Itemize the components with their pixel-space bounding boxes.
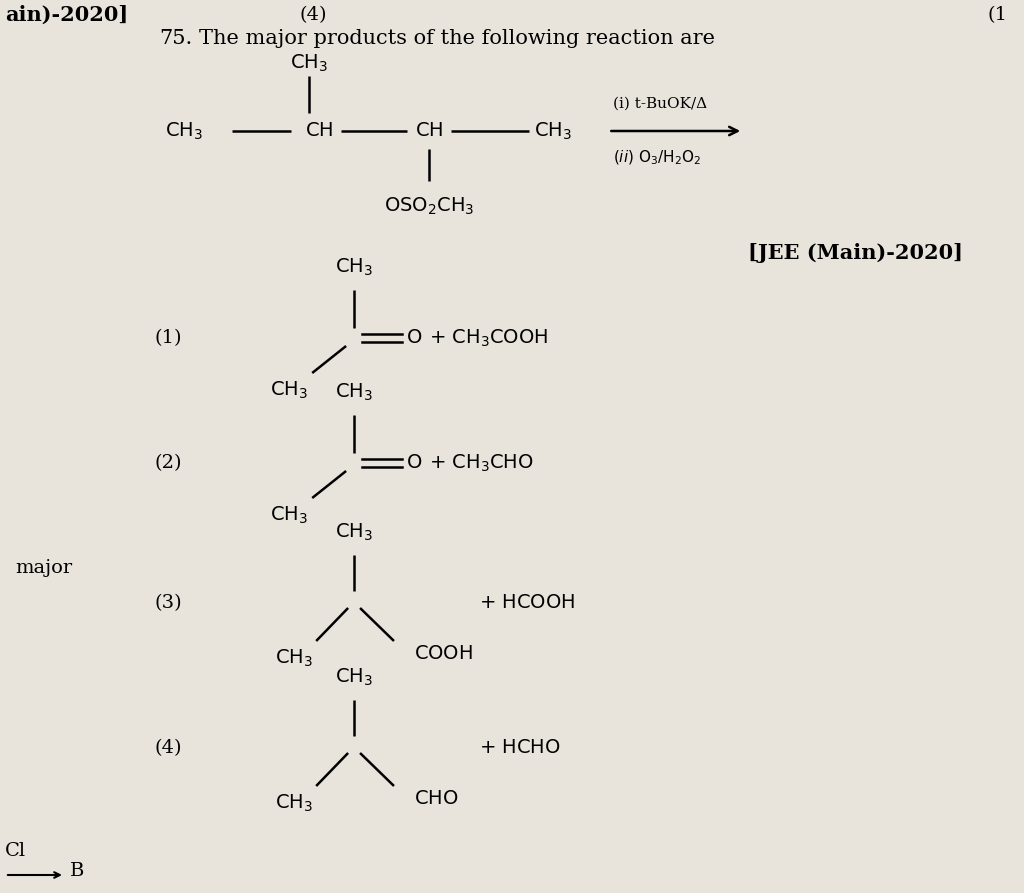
Text: $\mathrm{CH_3}$: $\mathrm{CH_3}$ [290, 53, 329, 73]
Text: Cl: Cl [5, 842, 27, 860]
Text: $+\ \mathrm{HCOOH}$: $+\ \mathrm{HCOOH}$ [479, 594, 575, 612]
Text: major: major [15, 559, 72, 577]
Text: (3): (3) [155, 594, 182, 612]
Text: $\mathrm{COOH}$: $\mathrm{COOH}$ [414, 645, 473, 663]
Text: $+\ \mathrm{CH_3COOH}$: $+\ \mathrm{CH_3COOH}$ [429, 328, 548, 348]
Text: ain)-2020]: ain)-2020] [5, 5, 128, 25]
Text: $\mathrm{CH_3}$: $\mathrm{CH_3}$ [335, 522, 373, 543]
Text: 75.: 75. [160, 29, 193, 47]
Text: [JEE (Main)-2020]: [JEE (Main)-2020] [749, 243, 963, 263]
Text: $\mathrm{CH_3}$: $\mathrm{CH_3}$ [270, 380, 308, 401]
Text: $+\ \mathrm{HCHO}$: $+\ \mathrm{HCHO}$ [479, 739, 560, 757]
Text: (4): (4) [155, 739, 182, 757]
Text: (1: (1 [987, 6, 1008, 24]
Text: (1): (1) [155, 329, 182, 347]
Text: $\mathrm{O}$: $\mathrm{O}$ [406, 329, 422, 347]
Text: $\mathrm{CH_3}$: $\mathrm{CH_3}$ [165, 121, 203, 142]
Text: $(ii)\ \mathrm{O_3/H_2O_2}$: $(ii)\ \mathrm{O_3/H_2O_2}$ [613, 149, 702, 167]
Text: (i) t-BuOK/Δ: (i) t-BuOK/Δ [613, 97, 708, 111]
Text: $\mathrm{CH_3}$: $\mathrm{CH_3}$ [335, 381, 373, 403]
Text: $\mathrm{CH_3}$: $\mathrm{CH_3}$ [275, 793, 313, 814]
Text: $\mathrm{CH_3}$: $\mathrm{CH_3}$ [534, 121, 571, 142]
Text: $+\ \mathrm{CH_3CHO}$: $+\ \mathrm{CH_3CHO}$ [429, 453, 534, 473]
Text: (4): (4) [299, 6, 327, 24]
Text: The major products of the following reaction are: The major products of the following reac… [200, 29, 716, 47]
Text: $\mathrm{CH_3}$: $\mathrm{CH_3}$ [335, 667, 373, 688]
Text: $\mathrm{CH_3}$: $\mathrm{CH_3}$ [270, 505, 308, 526]
Text: $\mathrm{O}$: $\mathrm{O}$ [406, 454, 422, 472]
Text: $\mathrm{CH}$: $\mathrm{CH}$ [415, 122, 443, 140]
Text: $\mathrm{CH}$: $\mathrm{CH}$ [305, 122, 333, 140]
Text: $\mathrm{CHO}$: $\mathrm{CHO}$ [414, 790, 459, 808]
Text: (2): (2) [155, 454, 182, 472]
Text: $\mathrm{CH_3}$: $\mathrm{CH_3}$ [275, 648, 313, 669]
Text: $\mathrm{CH_3}$: $\mathrm{CH_3}$ [335, 256, 373, 278]
Text: B: B [70, 862, 84, 880]
Text: $\mathrm{OSO_2CH_3}$: $\mathrm{OSO_2CH_3}$ [384, 196, 474, 217]
